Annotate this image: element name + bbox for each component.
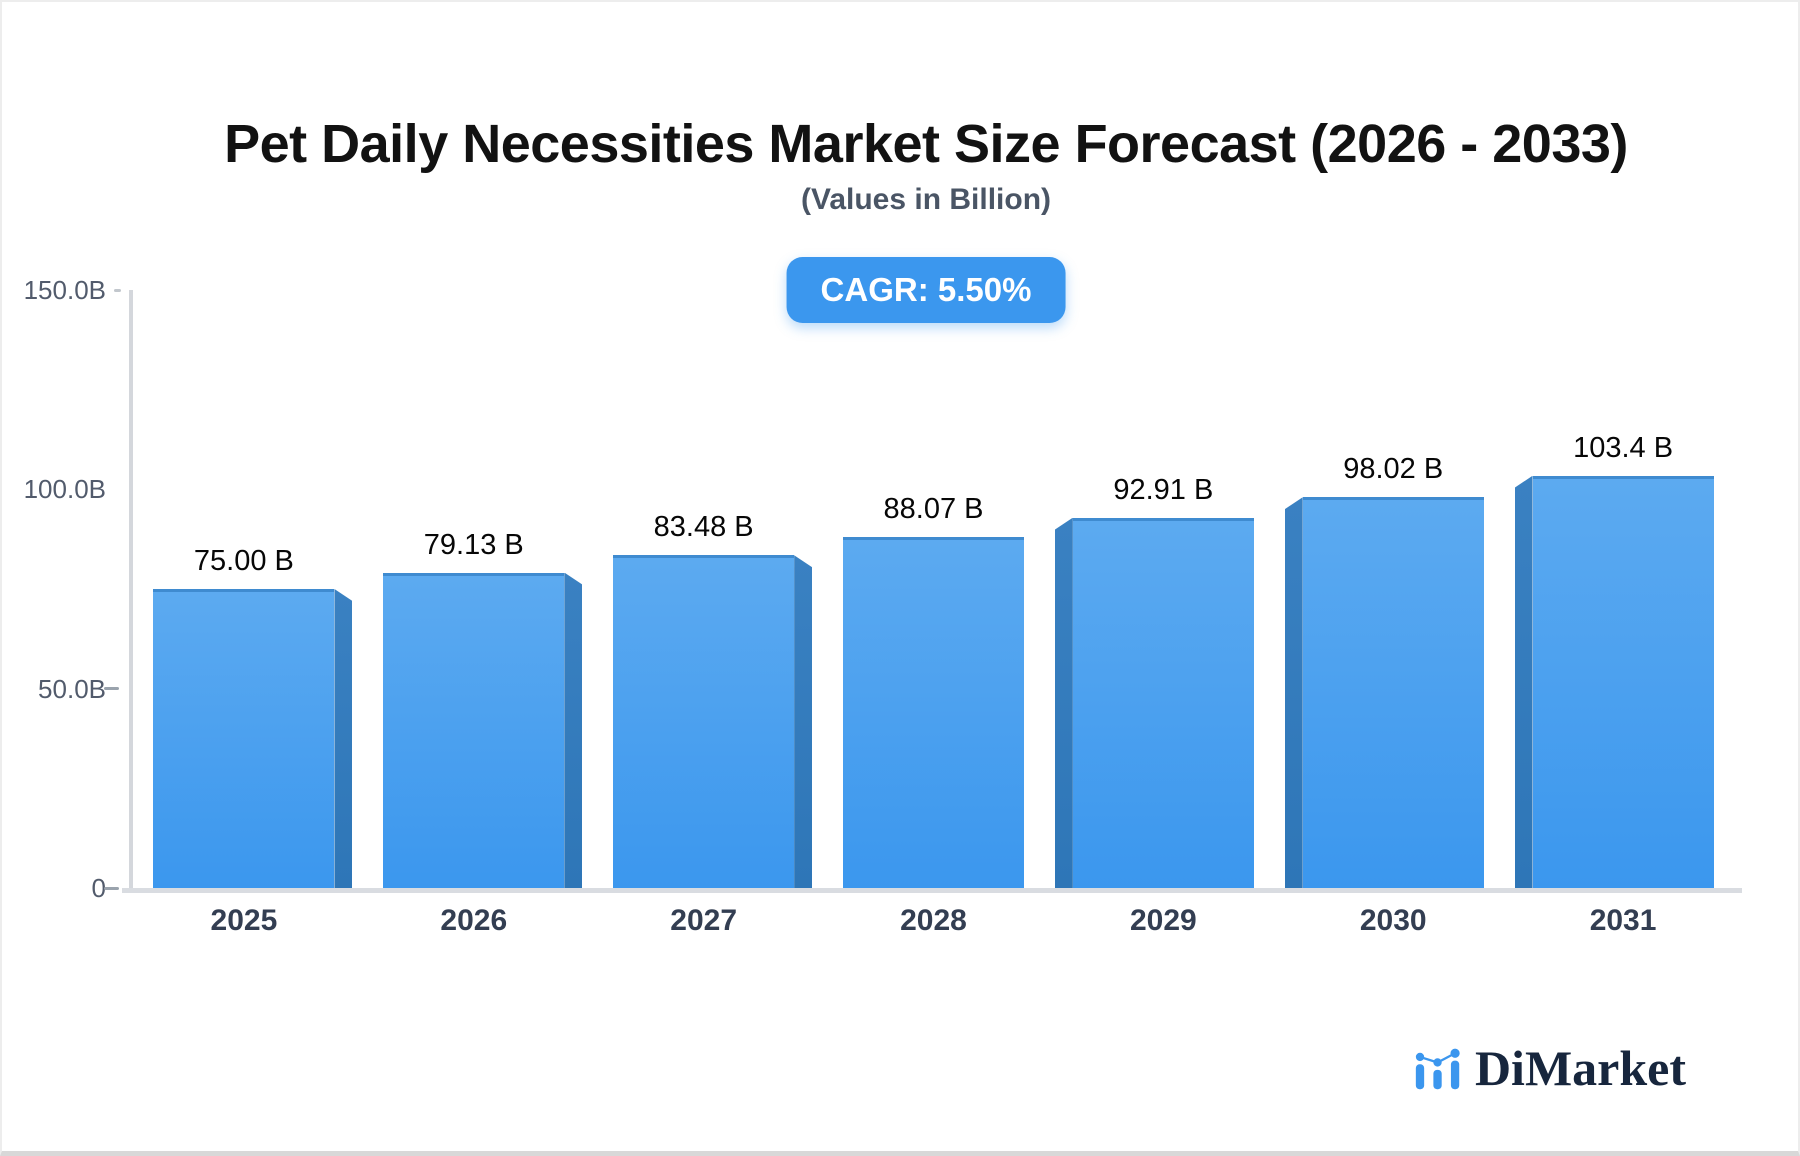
cagr-badge: CAGR: 5.50% — [786, 257, 1066, 323]
x-axis-label: 2027 — [670, 904, 738, 937]
y-axis-line — [129, 290, 133, 892]
bar-3d-side — [1054, 517, 1073, 888]
bar-value-label: 83.48 B — [653, 511, 754, 544]
y-axis-label: 100.0B — [23, 474, 106, 505]
bar-value-label: 75.00 B — [193, 545, 294, 577]
x-axis-label: 2029 — [1129, 904, 1197, 937]
bar-value-label: 88.07 B — [883, 492, 984, 525]
bar-3d-side — [564, 572, 583, 888]
y-axis-tick — [104, 687, 119, 691]
x-axis-line — [122, 888, 1742, 893]
bar-2027 — [613, 555, 795, 888]
chart-subtitle: (Values in Billion) — [800, 183, 1052, 216]
bar-3d-side — [794, 555, 813, 888]
bar-3d-side — [1284, 497, 1303, 888]
x-axis-label: 2028 — [900, 904, 967, 937]
bar-2028 — [843, 536, 1024, 888]
dimarket-logo: DiMarket — [1414, 1043, 1686, 1093]
bar-value-label: 79.13 B — [423, 528, 524, 561]
y-axis-tick — [114, 288, 121, 292]
bar-3d-side — [334, 589, 353, 888]
mini-bar-chart-icon — [1415, 1048, 1460, 1090]
bar-2030 — [1302, 497, 1484, 888]
bar-3d-side — [1514, 475, 1533, 888]
chart-title: Pet Daily Necessities Market Size Foreca… — [224, 114, 1628, 174]
y-axis-tick — [104, 886, 119, 890]
bar-value-label: 98.02 B — [1343, 453, 1444, 486]
bar-value-label: 103.4 B — [1573, 431, 1674, 464]
x-axis-label: 2025 — [210, 904, 278, 937]
y-axis-label: 150.0B — [23, 275, 106, 305]
bar-2031 — [1532, 475, 1714, 888]
bar-2025 — [153, 589, 335, 888]
bar-2029 — [1072, 517, 1254, 888]
y-axis-label: 0 — [91, 873, 106, 903]
x-axis-label: 2031 — [1589, 904, 1657, 937]
x-axis-label: 2026 — [440, 904, 508, 937]
y-axis-label: 50.0B — [38, 673, 106, 704]
x-axis-label: 2030 — [1359, 904, 1427, 937]
bar-2026 — [383, 572, 565, 888]
bar-value-label: 92.91 B — [1113, 473, 1214, 506]
brand-name: DiMarket — [1474, 1040, 1686, 1096]
